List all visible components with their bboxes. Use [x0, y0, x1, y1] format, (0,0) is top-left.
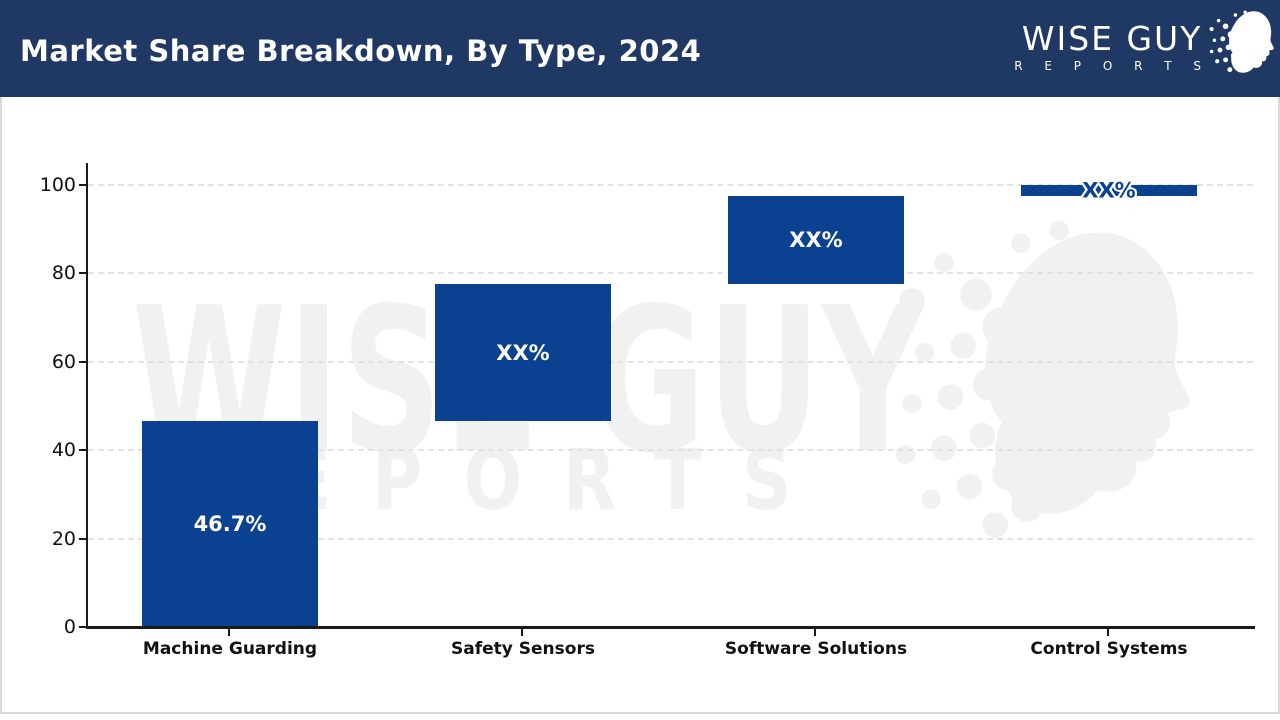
y-tick-20: [79, 538, 87, 540]
x-label-control-systems: Control Systems: [1030, 639, 1188, 659]
bar-control-systems: XX%: [1021, 180, 1197, 201]
y-tick-80: [79, 272, 87, 274]
bar-safety-sensors: XX%: [435, 284, 611, 421]
page-title: Market Share Breakdown, By Type, 2024: [20, 34, 702, 68]
bar-software-solutions: XX%: [728, 196, 904, 284]
logo-dotted-head-icon: [1209, 10, 1274, 73]
y-tick-label-20: 20: [51, 528, 76, 550]
bar-machine-guarding: 46.7%: [142, 421, 318, 627]
logo-text-sub: R E P O R T S: [1014, 58, 1210, 73]
bar-label-safety-sensors: XX%: [496, 340, 550, 365]
x-label-safety-sensors: Safety Sensors: [451, 639, 595, 659]
x-tick-software-solutions: [814, 629, 816, 636]
watermark-dotted-head-icon: [896, 221, 1191, 538]
gridline-100: [88, 184, 1253, 186]
bar-label-machine-guarding: 46.7%: [193, 512, 267, 536]
x-tick-control-systems: [1107, 629, 1109, 636]
y-axis-line: [86, 163, 88, 628]
y-tick-40: [79, 449, 87, 451]
header-bar: Market Share Breakdown, By Type, 2024 WI…: [0, 0, 1280, 97]
x-tick-machine-guarding: [228, 629, 230, 636]
y-tick-label-60: 60: [51, 351, 76, 373]
gridline-60: [88, 361, 1253, 363]
wise-guy-logo: WISE GUY R E P O R T S: [1014, 19, 1210, 73]
gridline-40: [88, 449, 1253, 451]
y-tick-label-40: 40: [51, 439, 76, 461]
bar-label-software-solutions: XX%: [789, 228, 843, 252]
x-tick-safety-sensors: [521, 629, 523, 636]
y-tick-label-0: 0: [63, 616, 76, 638]
x-axis-line: [86, 626, 1255, 629]
y-tick-100: [79, 184, 87, 186]
y-tick-60: [79, 361, 87, 363]
y-tick-label-80: 80: [51, 262, 76, 284]
x-label-software-solutions: Software Solutions: [724, 639, 908, 659]
gridline-20: [88, 538, 1253, 540]
gridline-80: [88, 272, 1253, 274]
bar-label-control-systems: XX%: [1082, 178, 1136, 202]
x-label-machine-guarding: Machine Guarding: [142, 639, 318, 659]
y-tick-0: [79, 626, 87, 628]
y-tick-label-100: 100: [39, 174, 76, 196]
logo-text-main: WISE GUY: [1021, 19, 1203, 58]
